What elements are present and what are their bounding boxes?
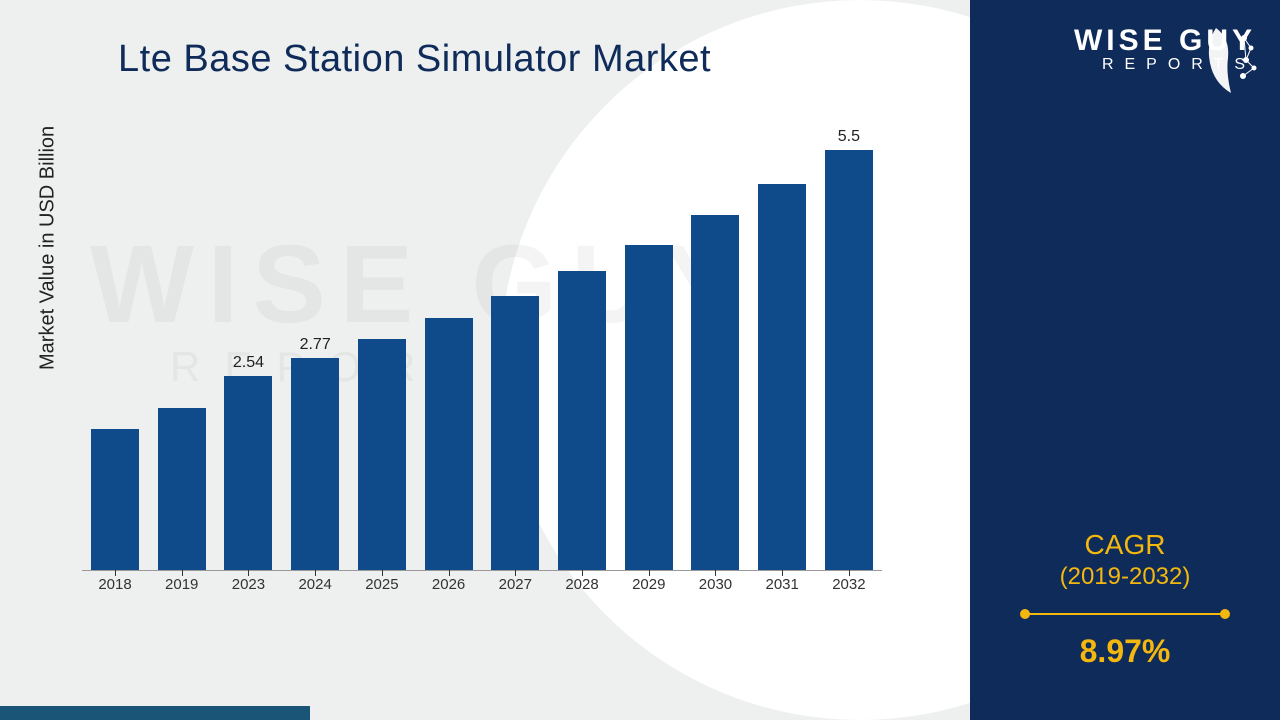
chart-plot-area: 2.542.775.5 bbox=[82, 150, 882, 570]
x-axis-tick-text: 2019 bbox=[165, 576, 198, 593]
x-axis-tick-text: 2023 bbox=[232, 576, 265, 593]
x-axis-tick-label: 2027 bbox=[482, 576, 548, 593]
bar-wrap bbox=[349, 339, 415, 570]
bar-wrap bbox=[549, 271, 615, 570]
cagr-title: CAGR bbox=[970, 529, 1280, 561]
bar bbox=[491, 296, 539, 570]
bar bbox=[425, 318, 473, 570]
bar bbox=[758, 184, 806, 570]
x-axis-tick-label: 2019 bbox=[149, 576, 215, 593]
x-axis-tick-label: 2030 bbox=[682, 576, 748, 593]
x-axis-tick-text: 2028 bbox=[565, 576, 598, 593]
bar-wrap bbox=[482, 296, 548, 570]
brand-head-icon bbox=[1196, 18, 1266, 98]
x-axis-tick-text: 2025 bbox=[365, 576, 398, 593]
bar-value-label: 5.5 bbox=[838, 128, 860, 146]
x-axis-tick bbox=[782, 570, 783, 576]
x-axis-tick-label: 2028 bbox=[549, 576, 615, 593]
x-axis-tick-text: 2032 bbox=[832, 576, 865, 593]
x-axis-tick-label: 2031 bbox=[749, 576, 815, 593]
y-axis-label: Market Value in USD Billion bbox=[37, 126, 60, 370]
x-axis-labels: 2018 2019 2023 2024 2025 2026 2027 2028 2029 2030… bbox=[82, 576, 882, 593]
bar-wrap: 2.54 bbox=[215, 376, 281, 570]
bar-wrap bbox=[416, 318, 482, 570]
bar-wrap bbox=[682, 215, 748, 570]
x-axis-baseline bbox=[82, 570, 882, 571]
x-axis-tick-label: 2032 bbox=[816, 576, 882, 593]
x-axis-tick-label: 2025 bbox=[349, 576, 415, 593]
cagr-block: CAGR (2019-2032) 8.97% bbox=[970, 529, 1280, 670]
x-axis-tick-text: 2026 bbox=[432, 576, 465, 593]
x-axis-tick bbox=[582, 570, 583, 576]
x-axis-tick-text: 2031 bbox=[766, 576, 799, 593]
bar-value-label: 2.54 bbox=[233, 354, 264, 372]
bar-wrap bbox=[149, 408, 215, 570]
bar-wrap: 2.77 bbox=[282, 358, 348, 570]
bar-wrap bbox=[616, 245, 682, 570]
x-axis-tick bbox=[182, 570, 183, 576]
x-axis-tick-label: 2026 bbox=[416, 576, 482, 593]
bar bbox=[558, 271, 606, 570]
x-axis-tick-text: 2018 bbox=[98, 576, 131, 593]
x-axis-tick bbox=[248, 570, 249, 576]
x-axis-tick-label: 2018 bbox=[82, 576, 148, 593]
bar bbox=[158, 408, 206, 570]
x-axis-tick-text: 2029 bbox=[632, 576, 665, 593]
x-axis-tick-text: 2024 bbox=[298, 576, 331, 593]
x-axis-tick bbox=[449, 570, 450, 576]
x-axis-tick bbox=[515, 570, 516, 576]
bar-wrap bbox=[749, 184, 815, 570]
bar bbox=[358, 339, 406, 570]
x-axis-tick-label: 2029 bbox=[616, 576, 682, 593]
x-axis-tick-text: 2030 bbox=[699, 576, 732, 593]
bar bbox=[291, 358, 339, 570]
bar-group: 2.542.775.5 bbox=[82, 150, 882, 570]
x-axis-tick bbox=[115, 570, 116, 576]
bar-wrap: 5.5 bbox=[816, 150, 882, 570]
chart-title: Lte Base Station Simulator Market bbox=[118, 38, 711, 81]
x-axis-tick bbox=[849, 570, 850, 576]
cagr-value: 8.97% bbox=[970, 633, 1280, 670]
x-axis-tick bbox=[715, 570, 716, 576]
bar bbox=[224, 376, 272, 570]
cagr-divider-line bbox=[1025, 613, 1225, 615]
chart-canvas: WISE GUY REPORTS Lte Base Station Simula… bbox=[0, 0, 1280, 720]
x-axis-tick bbox=[382, 570, 383, 576]
bar bbox=[691, 215, 739, 570]
bar bbox=[625, 245, 673, 570]
bar bbox=[825, 150, 873, 570]
x-axis-tick bbox=[315, 570, 316, 576]
x-axis-tick-label: 2024 bbox=[282, 576, 348, 593]
bar-value-label: 2.77 bbox=[300, 336, 331, 354]
footer-accent-bar bbox=[0, 706, 310, 720]
x-axis-tick-label: 2023 bbox=[215, 576, 281, 593]
bar bbox=[91, 429, 139, 570]
bar-wrap bbox=[82, 429, 148, 570]
x-axis-tick-text: 2027 bbox=[499, 576, 532, 593]
x-axis-tick bbox=[649, 570, 650, 576]
cagr-period: (2019-2032) bbox=[970, 563, 1280, 591]
